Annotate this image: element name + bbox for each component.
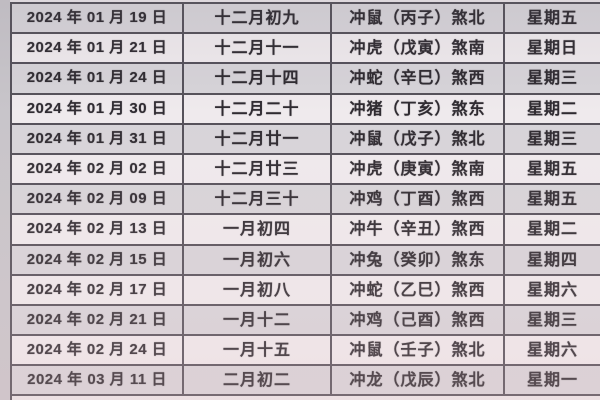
zodiac-clash-cell: 冲鼠（丙子）煞北 xyxy=(332,4,505,33)
lunar-date-cell: 十二月十四 xyxy=(184,64,332,93)
gregorian-date-cell: 2024 年 01 月 24 日 xyxy=(12,64,184,93)
zodiac-clash-cell: 冲猪（丁亥）煞东 xyxy=(332,94,505,123)
zodiac-clash-cell: 冲鸡（己酉）煞西 xyxy=(332,305,505,335)
lunar-date-cell: 一月初六 xyxy=(184,245,332,274)
weekday-cell: 星期六 xyxy=(526,340,578,360)
lunar-date-cell: 一月初四 xyxy=(184,215,332,244)
table-row: 2024 年 02 月 24 日一月十五 冲鼠（壬子）煞北 星期六 xyxy=(12,334,600,365)
gregorian-date-cell: 2024 年 02 月 02 日 xyxy=(12,154,184,184)
table-row: 2024 年 02 月 13 日一月初四 冲牛（辛丑）煞西 星期二 xyxy=(12,213,600,244)
gregorian-date-cell: 2024 年 02 月 21 日 xyxy=(12,305,184,335)
table-row: 2024 年 01 月 21 日十二月十一 冲虎（戊寅）煞南 星期日 xyxy=(12,32,600,63)
zodiac-clash-cell: 冲蛇（乙巳）煞西 xyxy=(332,275,505,304)
weekday-cell: 星期日 xyxy=(526,38,578,58)
weekday-cell: 星期五 xyxy=(526,189,578,209)
zodiac-clash-cell: 冲鼠（戊子）煞北 xyxy=(332,124,505,153)
gregorian-date-cell: 2024 年 02 月 24 日 xyxy=(12,336,184,365)
table-row: 2024 年 01 月 30 日十二月二十 冲猪（丁亥）煞东 星期二 xyxy=(12,92,600,123)
lunar-date-cell: 十二月廿一 xyxy=(184,124,332,153)
zodiac-clash-cell: 冲鼠（壬子）煞北 xyxy=(332,336,505,365)
lunar-date-cell: 十二月十一 xyxy=(184,34,332,63)
lunar-date-cell: 一月十五 xyxy=(184,336,332,365)
weekday-cell: 星期五 xyxy=(526,8,578,27)
zodiac-clash-cell: 冲鸡（丁酉）煞西 xyxy=(332,185,505,214)
lunar-date-cell: 十二月三十 xyxy=(184,185,332,214)
lunar-date-cell: 一月初八 xyxy=(184,275,332,304)
table-row: 2024 年 03 月 11 日二月初二 冲龙（戊辰）煞北 星期一 xyxy=(12,364,600,395)
zodiac-clash-cell: 冲龙（戊辰）煞北 xyxy=(332,366,505,395)
table-row: 2024 年 02 月 02 日十二月廿三 冲虎（庚寅）煞南 星期五 xyxy=(12,152,600,184)
weekday-cell: 星期六 xyxy=(526,279,578,299)
gregorian-date-cell: 2024 年 02 月 17 日 xyxy=(12,275,184,304)
weekday-cell: 星期四 xyxy=(526,249,578,269)
table-row: 2024 年 02 月 09 日十二月三十 冲鸡（丁酉）煞西 星期五 xyxy=(12,183,600,214)
lunar-date-cell: 二月初二 xyxy=(184,366,332,395)
table-row: 2024 年 02 月 17 日一月初八 冲蛇（乙巳）煞西 星期六 xyxy=(12,273,600,304)
table-bottom-edge-sliver xyxy=(12,396,600,400)
zodiac-clash-cell: 冲牛（辛丑）煞西 xyxy=(332,215,505,244)
weekday-cell: 星期三 xyxy=(526,309,578,329)
weekday-cell: 星期二 xyxy=(526,219,578,239)
gregorian-date-cell: 2024 年 03 月 11 日 xyxy=(12,366,184,395)
zodiac-clash-cell: 冲虎（戊寅）煞南 xyxy=(332,34,505,63)
weekday-cell: 星期三 xyxy=(526,128,578,148)
table-row: 2024 年 01 月 24 日十二月十四 冲蛇（辛巳）煞西 星期三 xyxy=(12,62,600,93)
gregorian-date-cell: 2024 年 02 月 09 日 xyxy=(12,185,184,214)
table-row: 2024 年 02 月 15 日一月初六 冲兔（癸卯）煞东 星期四 xyxy=(12,243,600,274)
gregorian-date-cell: 2024 年 01 月 31 日 xyxy=(12,124,184,153)
table-top-edge-sliver xyxy=(10,0,600,2)
weekday-cell: 星期二 xyxy=(526,98,578,118)
weekday-cell: 星期五 xyxy=(526,158,578,178)
table-row: 2024 年 01 月 31 日十二月廿一 冲鼠（戊子）煞北 星期三 xyxy=(12,122,600,153)
gregorian-date-cell: 2024 年 02 月 15 日 xyxy=(12,245,184,274)
table-row: 2024 年 02 月 21 日一月十二 冲鸡（己酉）煞西 星期三 xyxy=(12,303,600,335)
weekday-cell: 星期一 xyxy=(526,370,578,390)
zodiac-clash-cell: 冲虎（庚寅）煞南 xyxy=(332,154,505,184)
gregorian-date-cell: 2024 年 02 月 13 日 xyxy=(12,215,184,244)
lunar-date-cell: 十二月二十 xyxy=(184,94,332,123)
lunar-date-cell: 一月十二 xyxy=(184,305,332,335)
lunar-date-cell: 十二月廿三 xyxy=(184,154,332,184)
table-row: 2024 年 01 月 19 日十二月初九 冲鼠（丙子）煞北 星期五 xyxy=(12,2,600,33)
gregorian-date-cell: 2024 年 01 月 21 日 xyxy=(12,34,184,63)
gregorian-date-cell: 2024 年 01 月 19 日 xyxy=(12,4,184,33)
zodiac-clash-cell: 冲蛇（辛巳）煞西 xyxy=(332,64,505,93)
almanac-date-table: 2024 年 01 月 19 日十二月初九 冲鼠（丙子）煞北 星期五 2024 年 0… xyxy=(10,2,600,400)
table-bottom-border xyxy=(12,394,600,397)
weekday-cell: 星期三 xyxy=(526,68,578,88)
zodiac-clash-cell: 冲兔（癸卯）煞东 xyxy=(332,245,505,274)
lunar-date-cell: 十二月初九 xyxy=(184,4,332,33)
gregorian-date-cell: 2024 年 01 月 30 日 xyxy=(12,94,184,123)
